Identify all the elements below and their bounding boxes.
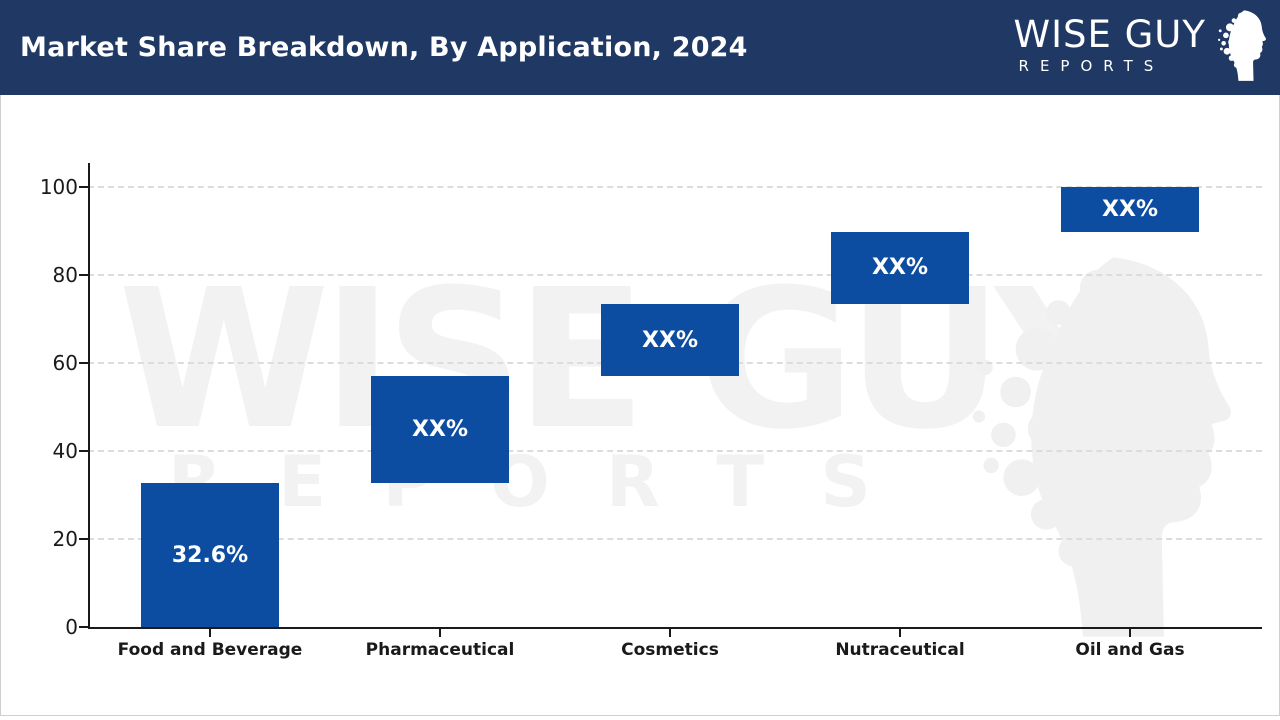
bar-value-label: XX% [642, 327, 698, 353]
y-tick-mark-60 [79, 361, 88, 364]
bar-oil-and-gas: XX% [1061, 186, 1199, 232]
x-axis-label-cosmetics: Cosmetics [621, 640, 719, 660]
y-tick-mark-100 [79, 185, 88, 188]
gridline-100 [88, 185, 1262, 188]
y-tick-mark-80 [79, 273, 88, 276]
gridline-80 [88, 273, 1262, 276]
y-axis-tick-100: 100 [39, 174, 78, 199]
x-tick-mark-cosmetics [669, 629, 671, 637]
bar-pharmaceutical: XX% [371, 375, 509, 484]
x-axis-line [88, 627, 1262, 629]
logo-wordmark: WISE GUY REPORTS [1013, 13, 1206, 75]
x-axis-label-nutraceutical: Nutraceutical [835, 640, 965, 660]
bar-cosmetics: XX% [601, 304, 739, 376]
y-axis-line [88, 163, 90, 629]
y-axis-tick-40: 40 [52, 438, 78, 463]
x-axis-label-oil-and-gas: Oil and Gas [1075, 640, 1185, 660]
x-tick-mark-oil-and-gas [1129, 629, 1131, 637]
chart-title: Market Share Breakdown, By Application, … [20, 32, 748, 63]
watermark-subtext: R E P O R T S [168, 441, 887, 523]
x-tick-mark-pharmaceutical [439, 629, 441, 637]
logo-wordmark-main: WISE GUY [1013, 13, 1206, 57]
bar-value-label: XX% [412, 417, 468, 443]
y-tick-mark-0 [79, 626, 88, 628]
y-axis-tick-20: 20 [52, 526, 78, 551]
x-tick-mark-nutraceutical [899, 629, 901, 637]
gridline-20 [88, 537, 1262, 540]
x-axis-label-food-and-beverage: Food and Beverage [117, 640, 303, 660]
bar-value-label: XX% [1102, 196, 1158, 222]
y-axis-tick-80: 80 [52, 262, 78, 287]
bar-food-and-beverage: 32.6% [141, 483, 279, 627]
header-bar: Market Share Breakdown, By Application, … [0, 0, 1280, 95]
y-axis-tick-0: 0 [65, 615, 78, 639]
y-axis-tick-60: 60 [52, 350, 78, 375]
y-tick-mark-20 [79, 537, 88, 540]
x-axis-label-pharmaceutical: Pharmaceutical [365, 640, 515, 660]
logo-wordmark-sub: REPORTS [1018, 56, 1165, 75]
y-tick-mark-40 [79, 449, 88, 452]
bar-nutraceutical: XX% [831, 231, 969, 305]
bar-value-label: XX% [872, 255, 928, 281]
x-tick-mark-food-and-beverage [209, 629, 211, 637]
bar-value-label: 32.6% [171, 542, 249, 568]
wise-guy-logo: WISE GUY REPORTS [1014, 6, 1268, 84]
gridline-40 [88, 449, 1262, 452]
